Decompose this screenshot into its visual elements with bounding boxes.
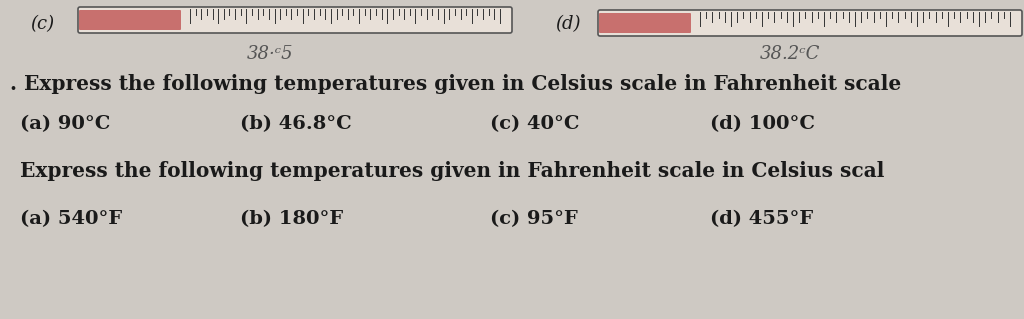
Text: 38.2ᶜC: 38.2ᶜC	[760, 45, 820, 63]
Text: (c) 95°F: (c) 95°F	[490, 210, 578, 228]
Text: . Express the following temperatures given in Celsius scale in Fahrenheit scale: . Express the following temperatures giv…	[10, 74, 901, 94]
Text: (b) 180°F: (b) 180°F	[240, 210, 343, 228]
Text: (c) 40°C: (c) 40°C	[490, 115, 580, 133]
Text: (a) 90°C: (a) 90°C	[20, 115, 111, 133]
Text: (b) 46.8°C: (b) 46.8°C	[240, 115, 352, 133]
Text: (d) 100°C: (d) 100°C	[710, 115, 815, 133]
Text: (a) 540°F: (a) 540°F	[20, 210, 122, 228]
Text: (d) 455°F: (d) 455°F	[710, 210, 813, 228]
FancyBboxPatch shape	[78, 7, 512, 33]
FancyBboxPatch shape	[599, 13, 691, 33]
FancyBboxPatch shape	[598, 10, 1022, 36]
FancyBboxPatch shape	[79, 10, 181, 30]
Text: 38·ᶜ5: 38·ᶜ5	[247, 45, 293, 63]
Text: (d): (d)	[555, 15, 581, 33]
Text: (c): (c)	[30, 15, 54, 33]
Text: Express the following temperatures given in Fahrenheit scale in Celsius scal: Express the following temperatures given…	[20, 161, 885, 181]
